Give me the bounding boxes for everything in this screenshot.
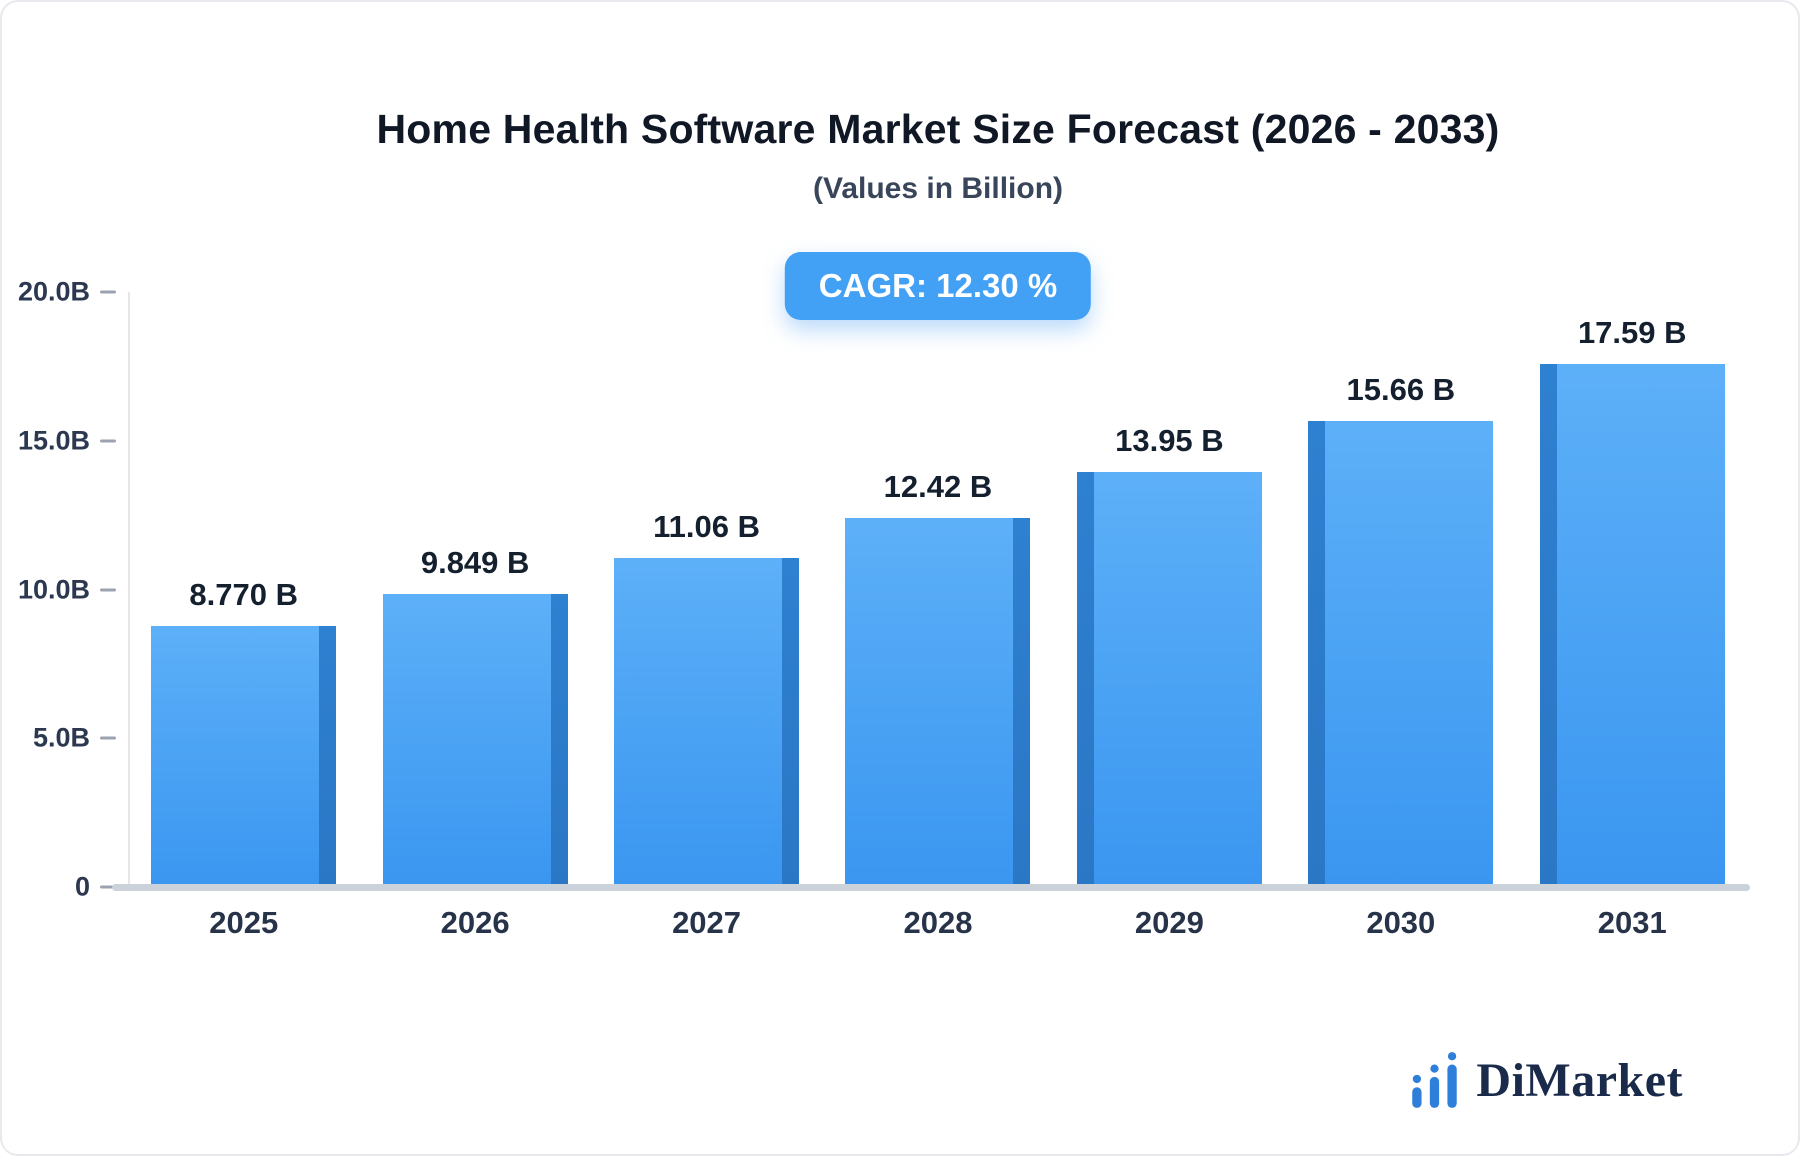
plot-area: 0 5.0B 10.0B 15.0B 20.0B 8.770 B 9.849 B 11.06… (18, 277, 1750, 940)
bar-value-label: 12.42 B (883, 468, 993, 504)
y-tick: 15.0B (18, 425, 116, 456)
bar-slot: 17.59 B (1517, 292, 1748, 887)
y-tick-mark (100, 439, 116, 443)
y-tick: 0 (75, 872, 116, 903)
bar-2026: 9.849 B (382, 545, 568, 887)
y-tick-mark (100, 736, 116, 740)
bar-value-label: 17.59 B (1577, 314, 1687, 350)
x-axis-line (112, 884, 1750, 891)
y-tick-label: 0 (74, 871, 90, 902)
bar-slot: 15.66 B (1285, 292, 1516, 887)
chart-subtitle: (Values in Billion) (812, 172, 1064, 205)
chart-title: Home Health Software Market Size Forecas… (376, 106, 1500, 152)
bar-slot: 9.849 B (359, 292, 590, 887)
bar-slot: 8.770 B (128, 292, 359, 887)
dimarket-logo-icon (1412, 1052, 1458, 1108)
bars-container: 8.770 B 9.849 B 11.06 B 12.42 B 13.95 B 15.66… (128, 292, 1748, 887)
y-axis-line (128, 292, 130, 887)
bar-2030: 15.66 B (1308, 372, 1494, 887)
y-tick: 5.0B (33, 723, 116, 754)
y-tick: 20.0B (18, 277, 116, 308)
bar-value-label: 8.770 B (189, 577, 298, 613)
bar-2029: 13.95 B (1076, 423, 1262, 887)
bar-2031: 17.59 B (1539, 315, 1725, 887)
bar-side-face (1013, 517, 1031, 887)
bar-slot: 11.06 B (591, 292, 822, 887)
y-tick-mark (100, 588, 116, 591)
bar-side-face (1308, 421, 1326, 887)
bar-2025: 8.770 B (151, 577, 337, 887)
dimarket-logo: DiMarket (1408, 1050, 1683, 1110)
bar-2028: 12.42 B (845, 469, 1031, 887)
cagr-badge: CAGR: 12.30 % (784, 252, 1092, 320)
y-tick-label: 10.0B (17, 574, 90, 604)
y-axis: 0 5.0B 10.0B 15.0B 20.0B (2, 277, 120, 902)
y-tick-label: 20.0B (17, 276, 90, 307)
x-axis-label: 2030 (1366, 905, 1436, 940)
bar-value-label: 11.06 B (653, 508, 760, 544)
x-axis-label: 2027 (672, 905, 742, 940)
x-axis-label: 2025 (209, 905, 279, 940)
bar-2027: 11.06 B (614, 509, 800, 887)
y-tick-label: 5.0B (32, 722, 90, 753)
bar-side-face (782, 557, 800, 887)
y-tick-mark (100, 290, 116, 294)
x-axis-label: 2029 (1134, 905, 1204, 940)
x-axis-label: 2026 (440, 905, 510, 940)
x-axis-label: 2031 (1597, 905, 1667, 940)
bar-side-face (319, 626, 337, 887)
bar-side-face (1076, 472, 1094, 887)
bar-slot: 13.95 B (1054, 292, 1285, 887)
y-tick: 10.0B (18, 574, 116, 605)
y-tick-label: 15.0B (17, 425, 90, 456)
bar-side-face (550, 594, 568, 887)
x-axis-label: 2028 (903, 905, 973, 940)
bar-value-label: 9.849 B (420, 545, 530, 580)
y-tick-mark (100, 885, 116, 889)
bar-side-face (1539, 363, 1557, 887)
dimarket-logo-text: DiMarket (1476, 1053, 1683, 1107)
bar-value-label: 15.66 B (1346, 372, 1456, 408)
bar-slot: 12.42 B (822, 292, 1053, 887)
x-axis-labels: 2025 2026 2027 2028 2029 2030 2031 (128, 905, 1748, 941)
bar-value-label: 13.95 B (1115, 423, 1224, 458)
